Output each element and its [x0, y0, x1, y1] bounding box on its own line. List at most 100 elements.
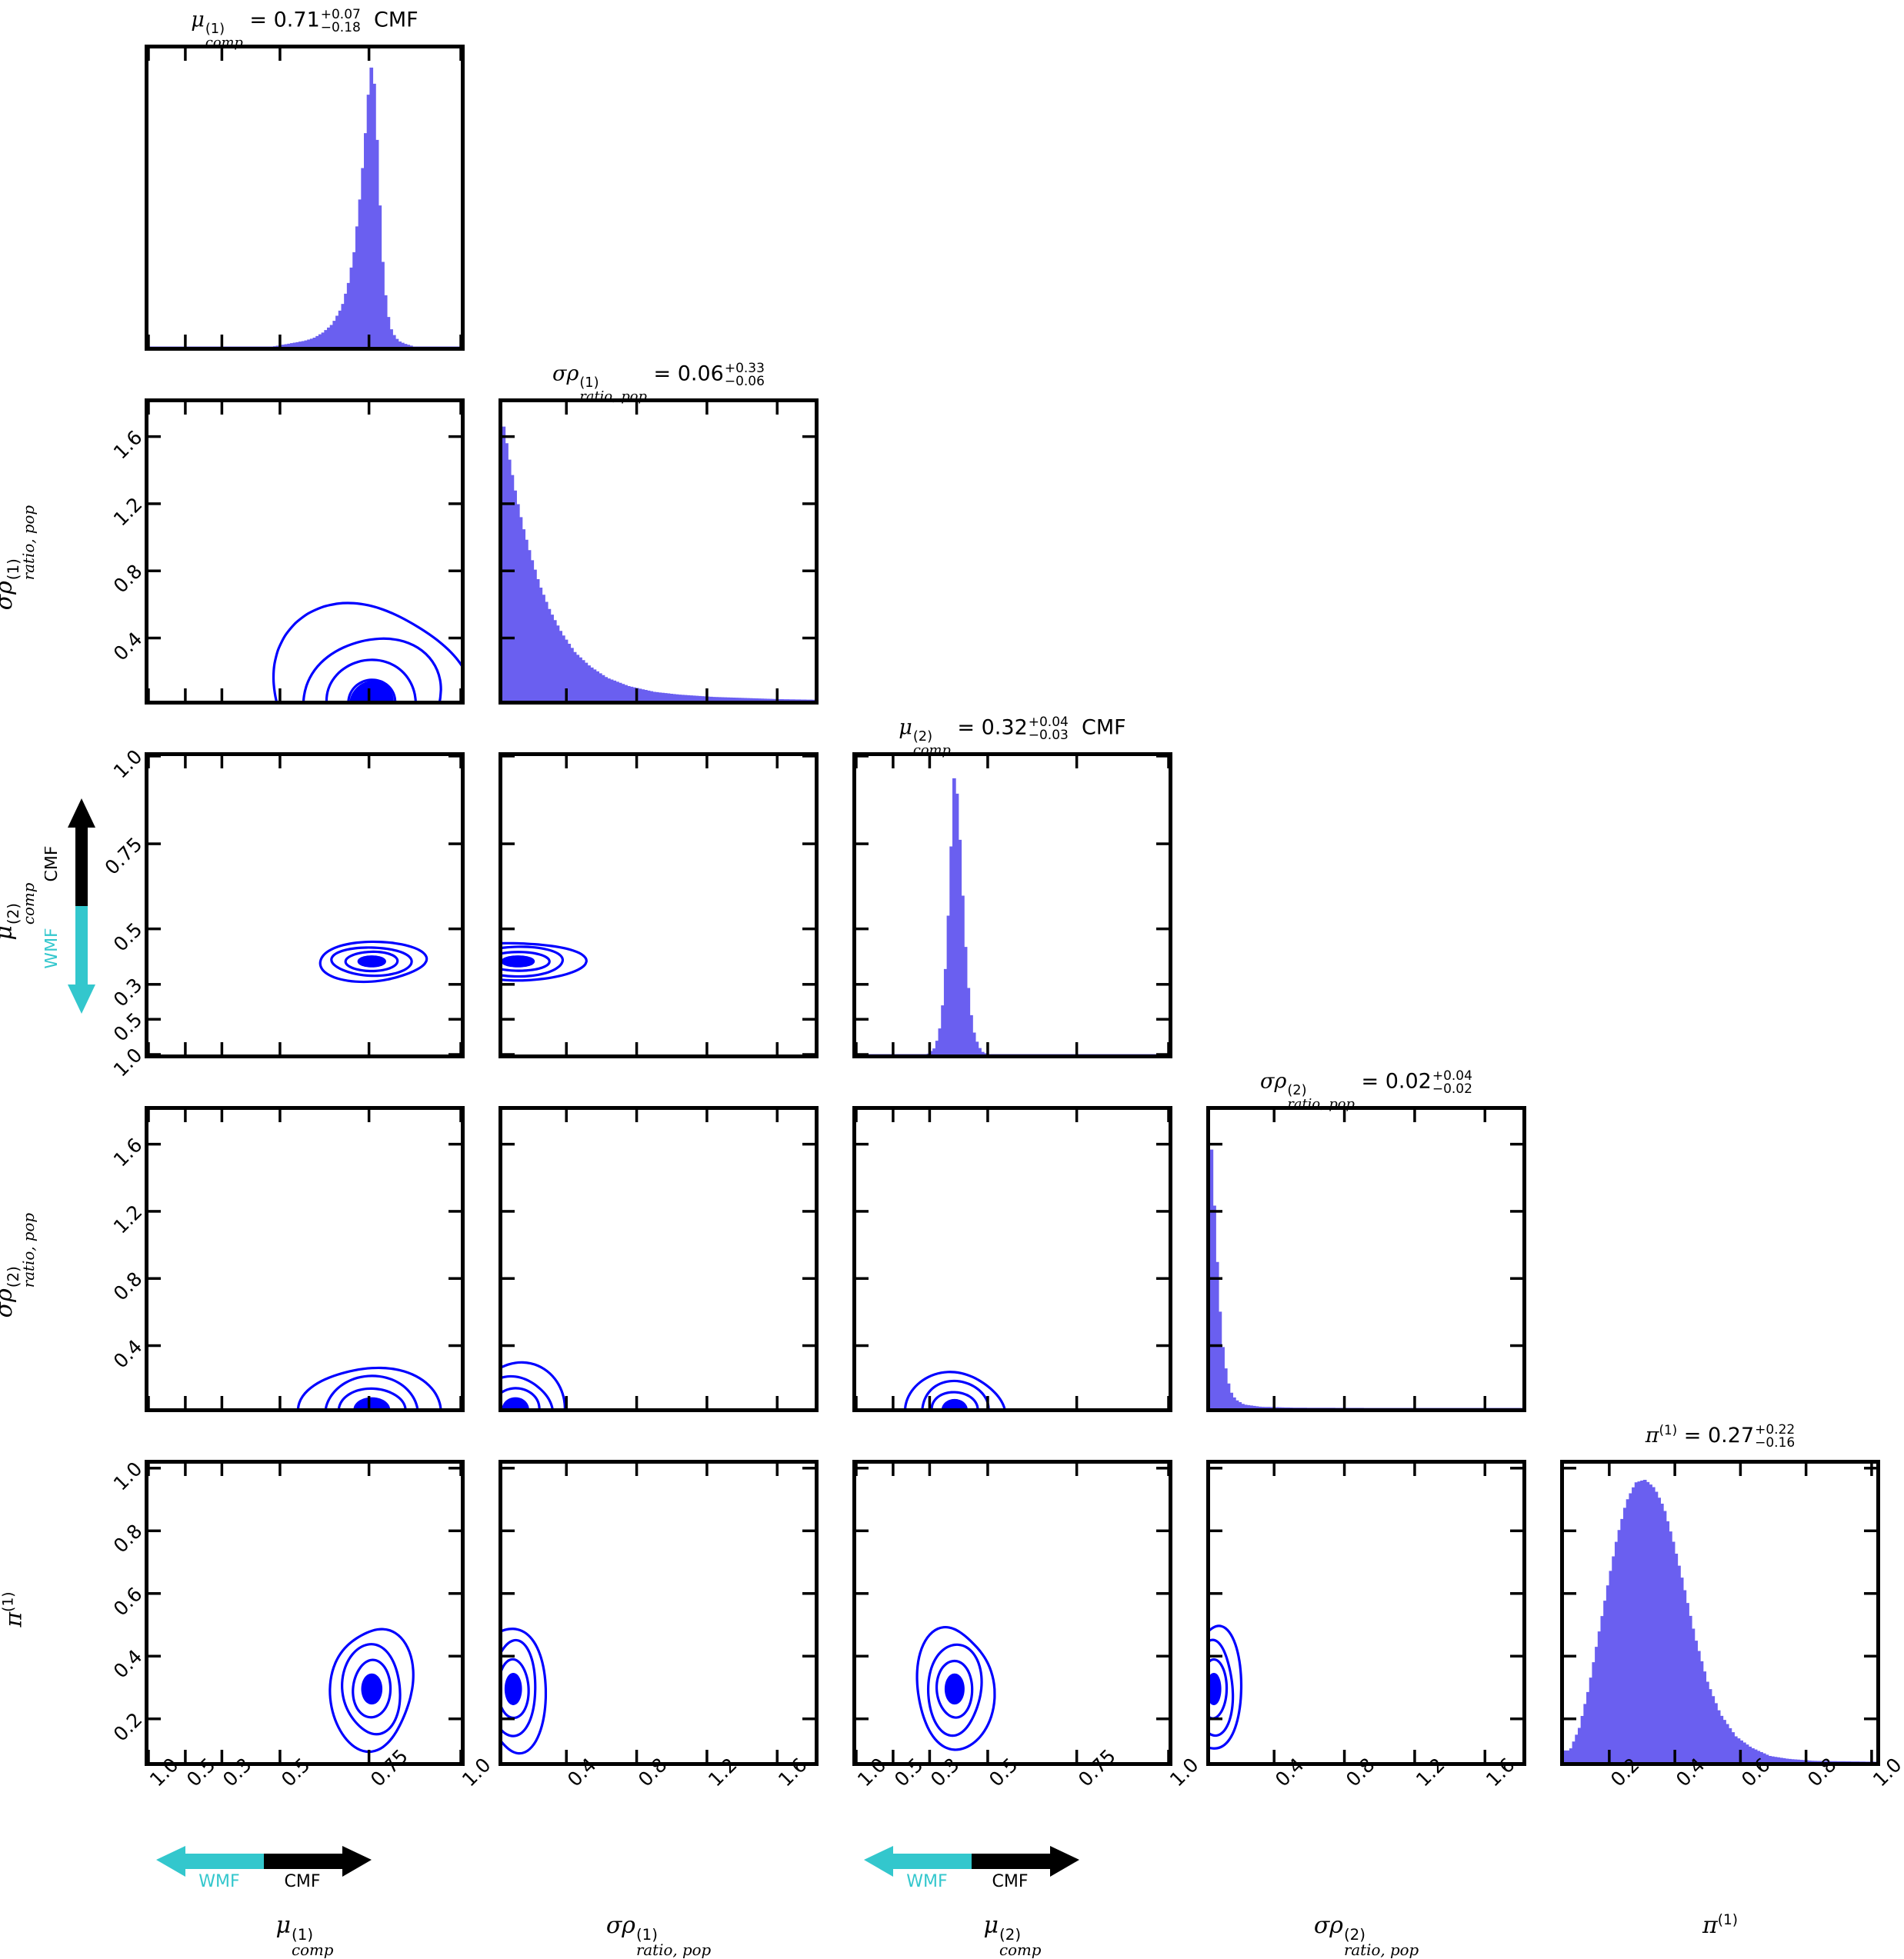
panel-r2-c2 — [852, 752, 1172, 1058]
contour-level-4 — [915, 1625, 996, 1751]
panel-r1-c0 — [145, 398, 465, 705]
contour-level-3 — [330, 946, 413, 978]
contour-level-2 — [502, 951, 551, 972]
corner-plot-figure: μ (1) comp = 0.71 +0.07 −0.18 CMF σρ (1) ratio,… — [0, 6, 1904, 1957]
contour-core — [506, 1674, 521, 1704]
y-tick-label: 0.4 — [108, 1645, 147, 1683]
y-tick-label: 1.0 — [108, 1457, 147, 1495]
panel-r2-c0 — [145, 752, 465, 1058]
y-tick-label: 1.0 — [108, 745, 147, 783]
contour-level-2 — [337, 1387, 407, 1408]
contour-level-4 — [318, 940, 428, 984]
contour-level-3 — [324, 1374, 419, 1408]
y-axis-label-pi1: π(1) — [0, 1591, 28, 1628]
contour-level-2 — [502, 1657, 530, 1720]
panel-r1-c1 — [499, 398, 819, 705]
marginal-histogram-pi1 — [1564, 1479, 1876, 1762]
contour-level-4 — [328, 1628, 415, 1754]
y-tick-label: 1.6 — [108, 1133, 147, 1171]
contour-level-3 — [502, 1638, 537, 1737]
x-axis-label-sigma1: σρ (1) ratio, pop — [605, 1912, 712, 1959]
marginal-histogram-sigma1 — [502, 426, 815, 701]
y-tick-label: 0.6 — [108, 1582, 147, 1621]
contour-level-4 — [296, 1366, 442, 1408]
contour-core — [355, 1398, 388, 1408]
y-tick-label: 0.5 — [108, 918, 147, 956]
y-tick-label: 0.4 — [108, 1334, 147, 1373]
contour-core — [358, 957, 385, 966]
contour-level-1 — [502, 955, 535, 968]
panel-r4-c3 — [1206, 1460, 1526, 1766]
contour-level-1 — [357, 955, 386, 968]
x-axis-label-sigma2: σρ (2) ratio, pop — [1313, 1912, 1419, 1959]
x-axis-label-mu2: μ (2) comp — [983, 1912, 1042, 1959]
contour-level-1 — [944, 1673, 965, 1705]
contour-core — [503, 1399, 528, 1408]
x-axis-label-pi1: π(1) — [1702, 1912, 1739, 1939]
svg-text:CMF: CMF — [285, 1872, 321, 1891]
svg-text:WMF: WMF — [198, 1872, 239, 1891]
panel-r4-c4 — [1560, 1460, 1880, 1766]
y-tick-label: 0.75 — [100, 833, 147, 879]
contour-core — [946, 1674, 963, 1703]
panel-r3-c2 — [852, 1106, 1172, 1412]
contour-level-2 — [1210, 1657, 1229, 1720]
panel-r4-c0 — [145, 1460, 465, 1766]
y-tick-label: 0.3 — [108, 973, 147, 1011]
panel-r4-c1 — [499, 1460, 819, 1766]
contour-level-4 — [502, 1361, 566, 1408]
contour-level-2 — [344, 950, 399, 973]
contour-level-4 — [1210, 1624, 1243, 1750]
contour-core — [349, 680, 394, 701]
contour-level-3 — [502, 1374, 554, 1408]
contour-level-2 — [935, 1659, 974, 1719]
contour-level-3 — [921, 1379, 990, 1408]
contour-level-1 — [353, 1397, 391, 1408]
contour-level-1 — [942, 1398, 968, 1408]
panel-r3-c0 — [145, 1106, 465, 1412]
x-axis-label-mu1: μ (1) comp — [275, 1912, 334, 1959]
contour-level-2 — [502, 1387, 541, 1408]
contour-core — [1210, 1674, 1220, 1704]
contour-level-1 — [361, 1673, 383, 1705]
panel-title-sigma1: σρ (1) ratio, pop = 0.06 +0.33 −0.06 — [552, 360, 765, 405]
y-tick-label: 1.2 — [108, 492, 147, 531]
panel-r3-c1 — [499, 1106, 819, 1412]
contour-level-1 — [347, 678, 397, 701]
contour-level-1 — [1210, 1672, 1222, 1705]
y-tick-label: 1.6 — [108, 425, 147, 464]
wmf-cmf-arrow-x-mu2: WMF CMF — [856, 1843, 1087, 1892]
contour-level-4 — [272, 601, 461, 701]
y-tick-label: 0.8 — [108, 560, 147, 598]
y-axis-label-sigma1: σρ (1) ratio, pop — [0, 505, 38, 611]
contour-level-2 — [930, 1391, 979, 1408]
y-axis-label-sigma2: σρ (2) ratio, pop — [0, 1212, 38, 1318]
panel-r4-c2 — [852, 1460, 1172, 1766]
y-tick-label: 1.0 — [108, 1044, 147, 1081]
contour-level-2 — [352, 1658, 392, 1719]
y-tick-label: 1.2 — [108, 1200, 147, 1238]
y-tick-label: 0.8 — [108, 1520, 147, 1558]
panel-r3-c3 — [1206, 1106, 1526, 1412]
y-axis-label-mu2: μ(2)comp — [0, 882, 38, 941]
svg-text:CMF: CMF — [45, 846, 62, 882]
contour-level-3 — [926, 1643, 983, 1737]
contour-level-2 — [325, 658, 417, 701]
contour-level-4 — [502, 1628, 548, 1755]
contour-core — [362, 1675, 381, 1703]
svg-text:WMF: WMF — [45, 928, 62, 968]
y-tick-label: 0.4 — [108, 627, 147, 665]
contour-level-3 — [1210, 1638, 1235, 1737]
panel-title-mu2: μ (2) comp = 0.32 +0.04 −0.03 CMF — [899, 714, 1126, 758]
contour-level-1 — [504, 1672, 522, 1705]
marginal-histogram-mu2 — [856, 778, 1169, 1054]
y-tick-label: 0.8 — [108, 1268, 147, 1305]
panel-r0-c0 — [145, 45, 465, 351]
contour-level-3 — [302, 637, 442, 701]
panel-title-mu1: μ (1) comp = 0.71 +0.07 −0.18 CMF — [191, 6, 418, 51]
y-tick-label: 0.5 — [108, 1008, 147, 1046]
contour-level-3 — [502, 945, 564, 978]
wmf-cmf-arrow-y-mu2: CMF WMF — [42, 791, 100, 1021]
contour-level-4 — [502, 941, 588, 982]
svg-text:CMF: CMF — [992, 1872, 1029, 1891]
